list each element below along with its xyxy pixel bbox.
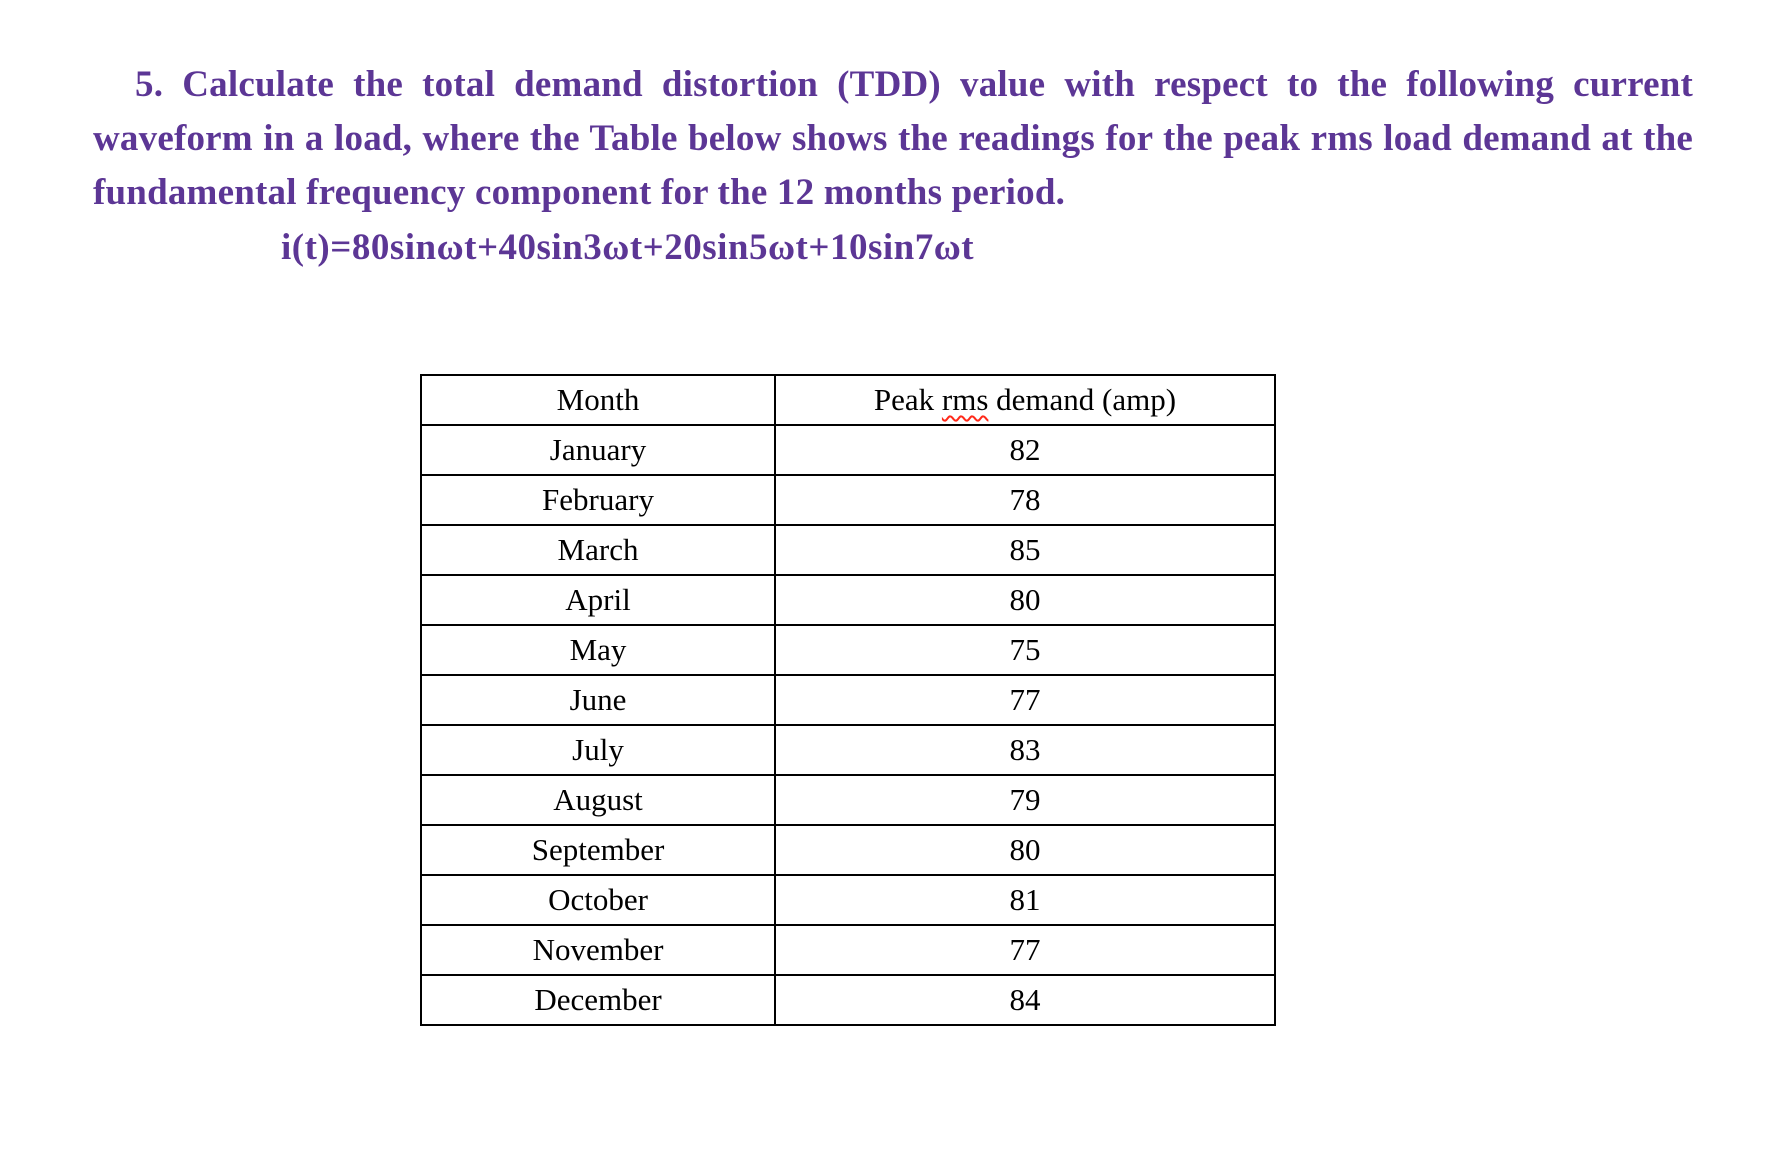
value-cell: 85 <box>774 524 1276 576</box>
value-cell: 82 <box>774 424 1276 476</box>
header-word-demand-amp: demand (amp) <box>996 382 1177 417</box>
value-cell: 84 <box>774 974 1276 1026</box>
month-cell: November <box>420 924 776 976</box>
table-row: October 81 <box>420 874 1276 926</box>
month-cell: April <box>420 574 776 626</box>
table-row: August 79 <box>420 774 1276 826</box>
value-cell: 78 <box>774 474 1276 526</box>
value-cell: 80 <box>774 824 1276 876</box>
value-cell: 75 <box>774 624 1276 676</box>
month-cell: July <box>420 724 776 776</box>
table-row: November 77 <box>420 924 1276 976</box>
value-cell: 83 <box>774 724 1276 776</box>
value-cell: 77 <box>774 674 1276 726</box>
table-row: May 75 <box>420 624 1276 676</box>
month-cell: October <box>420 874 776 926</box>
peak-demand-column-header: Peak rms demand (amp) <box>774 374 1276 426</box>
month-cell: January <box>420 424 776 476</box>
table-row: March 85 <box>420 524 1276 576</box>
month-cell: March <box>420 524 776 576</box>
table-row: September 80 <box>420 824 1276 876</box>
month-cell: February <box>420 474 776 526</box>
peak-demand-table: Month Peak rms demand (amp) January 82 F… <box>420 374 1276 1026</box>
month-column-header: Month <box>420 374 776 426</box>
value-cell: 80 <box>774 574 1276 626</box>
value-cell: 79 <box>774 774 1276 826</box>
table-row: July 83 <box>420 724 1276 776</box>
table-row: April 80 <box>420 574 1276 626</box>
question-text: 5. Calculate the total demand distortion… <box>93 64 1693 213</box>
table-row: January 82 <box>420 424 1276 476</box>
header-word-rms-misspelled: rms <box>941 382 989 417</box>
month-cell: June <box>420 674 776 726</box>
table-header-row: Month Peak rms demand (amp) <box>420 374 1276 426</box>
month-cell: September <box>420 824 776 876</box>
current-waveform-equation: i(t)=80sinωt+40sin3ωt+20sin5ωt+10sin7ωt <box>281 227 975 268</box>
table-row: June 77 <box>420 674 1276 726</box>
table-row: December 84 <box>420 974 1276 1026</box>
month-cell: August <box>420 774 776 826</box>
month-cell: May <box>420 624 776 676</box>
month-cell: December <box>420 974 776 1026</box>
table-row: February 78 <box>420 474 1276 526</box>
header-word-peak: Peak <box>873 382 935 417</box>
value-cell: 81 <box>774 874 1276 926</box>
value-cell: 77 <box>774 924 1276 976</box>
